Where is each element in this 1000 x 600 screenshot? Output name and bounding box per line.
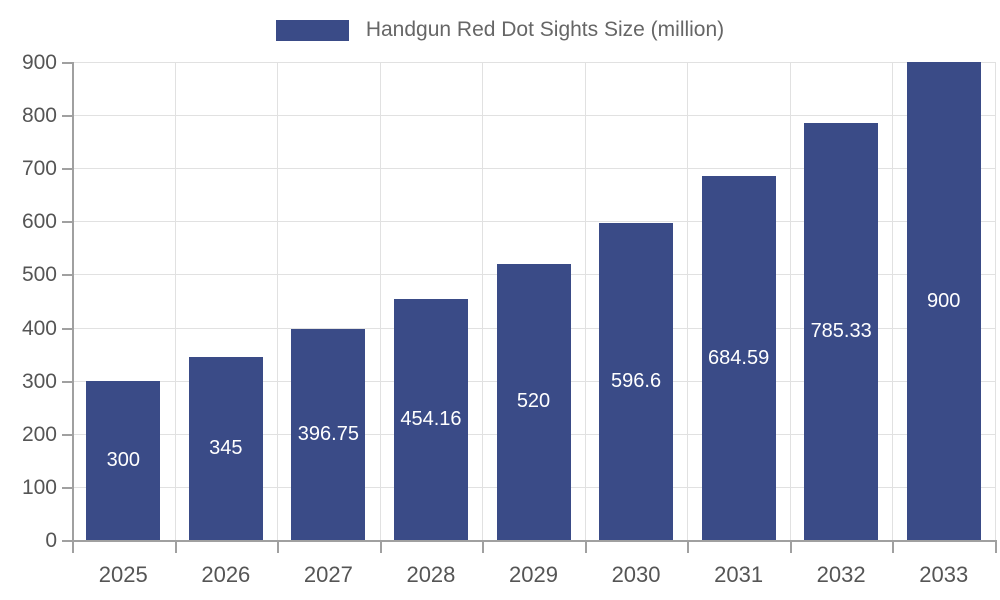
x-tick-label: 2030 [611, 562, 661, 587]
bar-2032[interactable]: 785.33 [804, 122, 879, 540]
y-tick-label: 300 [21, 369, 57, 393]
y-tick-label: 400 [21, 316, 57, 340]
bar-value-label: 684.59 [708, 346, 770, 369]
bar-2028[interactable]: 454.16 [393, 298, 468, 540]
gridline-vertical [174, 62, 176, 540]
bar-value-label: 900 [927, 289, 961, 312]
y-axis-tick [62, 274, 72, 277]
legend-swatch[interactable] [275, 19, 349, 41]
y-axis-tick [62, 168, 72, 171]
x-axis-tick [482, 540, 485, 553]
y-tick-label: 500 [21, 263, 57, 287]
x-tick-label: 2029 [509, 562, 558, 587]
x-tick-label: 2031 [714, 562, 764, 587]
y-axis-tick [62, 221, 72, 224]
y-axis-tick [62, 486, 72, 489]
x-tick-label: 2027 [303, 562, 353, 587]
x-tick-label: 2032 [816, 562, 866, 587]
bar-2025[interactable]: 300 [86, 380, 161, 540]
x-axis-tick [789, 540, 792, 553]
gridline-vertical [789, 62, 791, 540]
x-axis-tick [584, 540, 587, 553]
bar-2026[interactable]: 345 [188, 356, 263, 540]
y-axis-tick [62, 62, 72, 64]
x-axis-tick [892, 540, 895, 553]
x-axis-tick [687, 540, 690, 553]
x-axis-tick [379, 540, 382, 553]
x-tick-label: 2025 [98, 562, 148, 587]
y-axis-tick [62, 433, 72, 436]
y-axis-tick [62, 540, 72, 542]
y-tick-label: 700 [21, 157, 57, 181]
y-tick-label: 200 [21, 422, 57, 446]
gridline-vertical [482, 62, 484, 540]
x-axis-tick [995, 540, 997, 553]
bar-value-label: 396.75 [297, 423, 359, 446]
y-tick-label: 900 [21, 51, 57, 74]
bar-value-label: 454.16 [400, 407, 462, 430]
x-tick-label: 2026 [201, 562, 251, 587]
legend-label[interactable]: Handgun Red Dot Sights Size (million) [365, 18, 725, 41]
bar-2033[interactable]: 900 [906, 62, 981, 540]
bar-2029[interactable]: 520 [496, 263, 571, 540]
bar-value-label: 345 [209, 436, 243, 459]
bar-value-label: 596.6 [611, 370, 662, 393]
gridline-vertical [687, 62, 689, 540]
y-axis-tick [62, 115, 72, 118]
x-axis-tick [277, 540, 280, 553]
x-axis-tick [72, 540, 74, 553]
bar-value-label: 785.33 [810, 319, 872, 342]
gridline-vertical [379, 62, 381, 540]
y-axis-line [72, 62, 74, 540]
x-tick-label: 2033 [919, 562, 969, 587]
gridline-horizontal [72, 115, 995, 117]
bar-2027[interactable]: 396.75 [291, 329, 366, 540]
gridline-vertical [584, 62, 586, 540]
x-axis-line [72, 540, 996, 542]
y-tick-label: 800 [21, 104, 57, 128]
gridline-horizontal [72, 168, 995, 170]
x-axis-tick [174, 540, 177, 553]
bar-2031[interactable]: 684.59 [701, 176, 776, 540]
gridline-vertical [995, 62, 996, 540]
y-tick-label: 600 [21, 210, 57, 234]
gridline-vertical [892, 62, 894, 540]
bar-value-label: 520 [516, 390, 551, 413]
gridline-horizontal [72, 221, 995, 223]
gridline-vertical [277, 62, 279, 540]
x-tick-label: 2028 [406, 562, 456, 587]
y-tick-label: 0 [45, 529, 57, 552]
bar-2030[interactable]: 596.6 [599, 223, 674, 540]
bar-value-label: 300 [106, 448, 140, 471]
y-axis-tick [62, 380, 72, 383]
legend[interactable]: Handgun Red Dot Sights Size (million) [0, 18, 1000, 42]
y-tick-label: 100 [21, 475, 57, 499]
y-axis-tick [62, 327, 72, 330]
gridline-horizontal [72, 62, 995, 63]
